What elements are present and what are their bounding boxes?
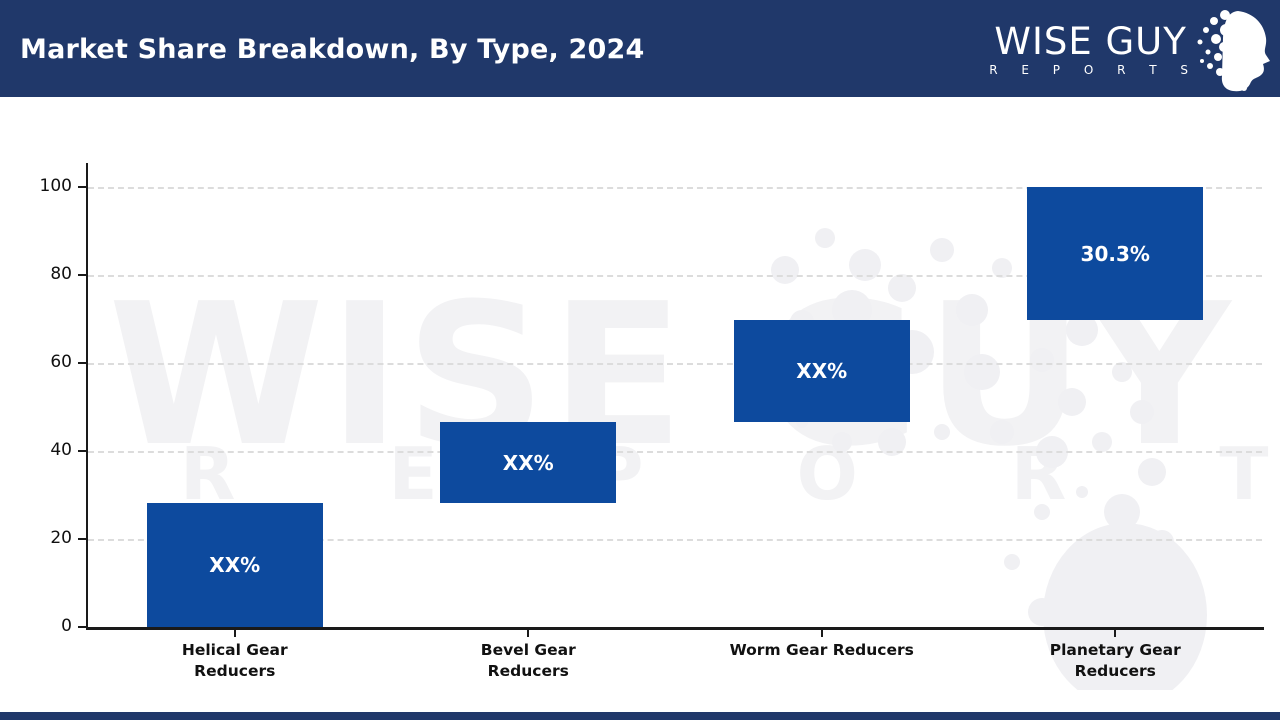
y-tick-label-0: 0 bbox=[61, 616, 72, 636]
x-tick-mark-2 bbox=[527, 630, 530, 637]
y-tick-mark-60 bbox=[78, 362, 87, 364]
header-bar: Market Share Breakdown, By Type, 2024 WI… bbox=[0, 0, 1280, 97]
bar-value-label: XX% bbox=[796, 359, 848, 384]
y-tick-label-20: 20 bbox=[50, 528, 72, 548]
x-category-label: Planetary Gear Reducers bbox=[1049, 641, 1181, 680]
y-tick-mark-100 bbox=[78, 186, 87, 188]
x-axis-line bbox=[86, 627, 1264, 630]
y-tick-mark-40 bbox=[78, 450, 87, 452]
bar-value-label: XX% bbox=[209, 552, 261, 577]
logo-wordmark: WISE GUY bbox=[994, 20, 1187, 64]
bar-segment-3: XX% bbox=[733, 320, 910, 423]
x-tick-mark-4 bbox=[1114, 630, 1117, 637]
bar-segment-4: 30.3% bbox=[1027, 187, 1204, 321]
y-tick-label-60: 60 bbox=[50, 352, 72, 372]
gridline-80 bbox=[88, 275, 1262, 277]
bar-value-label: XX% bbox=[502, 450, 554, 475]
logo-subtitle: R E P O R T S bbox=[989, 62, 1198, 77]
y-tick-mark-0 bbox=[78, 626, 87, 628]
page-title: Market Share Breakdown, By Type, 2024 bbox=[20, 34, 645, 65]
gridline-60 bbox=[88, 363, 1262, 365]
gridline-40 bbox=[88, 451, 1262, 453]
y-tick-label-40: 40 bbox=[50, 440, 72, 460]
plot-area bbox=[88, 160, 1262, 627]
wise-guy-reports-logo: WISE GUY R E P O R T S bbox=[983, 8, 1270, 92]
x-category-label: Worm Gear Reducers bbox=[729, 641, 914, 659]
x-category-label: Helical Gear Reducers bbox=[181, 641, 288, 680]
x-tick-mark-1 bbox=[233, 630, 236, 637]
bar-segment-1: XX% bbox=[146, 502, 323, 627]
x-tick-mark-3 bbox=[820, 630, 823, 637]
footer-bar bbox=[0, 712, 1280, 720]
bar-segment-2: XX% bbox=[440, 422, 617, 503]
gridline-20 bbox=[88, 539, 1262, 541]
y-tick-label-100: 100 bbox=[39, 176, 72, 196]
bar-value-label: 30.3% bbox=[1080, 241, 1150, 266]
y-axis-line bbox=[86, 163, 88, 629]
y-tick-mark-20 bbox=[78, 538, 87, 540]
x-category-label: Bevel Gear Reducers bbox=[480, 641, 576, 680]
logo-face-icon bbox=[1197, 10, 1270, 92]
gridline-100 bbox=[88, 187, 1262, 189]
y-tick-label-80: 80 bbox=[50, 264, 72, 284]
logo-text: WISE GUY R E P O R T S bbox=[983, 20, 1198, 77]
y-tick-mark-80 bbox=[78, 274, 87, 276]
